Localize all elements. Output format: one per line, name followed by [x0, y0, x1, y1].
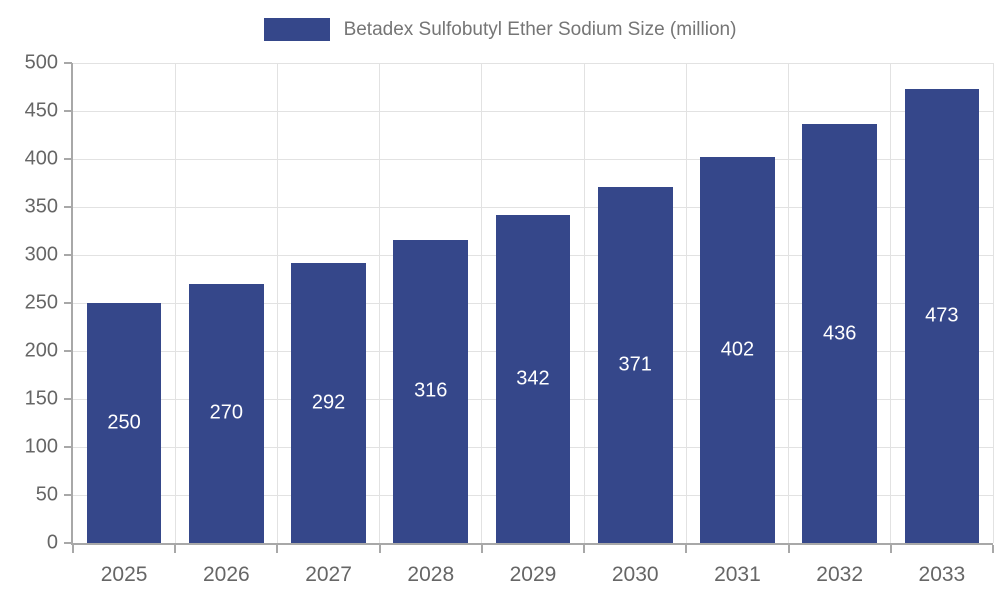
bar-value-label: 292: [311, 391, 346, 414]
x-axis-tick-label: 2025: [100, 563, 148, 586]
y-axis-tick-label: 450: [24, 99, 58, 122]
bar-value-label: 436: [822, 322, 857, 345]
bar-value-label: 473: [925, 304, 959, 327]
x-axis-tick: [889, 545, 892, 553]
x-axis-tick-label: 2027: [305, 563, 352, 586]
legend-label: Betadex Sulfobutyl Ether Sodium Size (mi…: [343, 18, 737, 40]
gridline-vertical: [379, 63, 381, 543]
x-axis-tick-label: 2032: [816, 563, 864, 586]
legend[interactable]: Betadex Sulfobutyl Ether Sodium Size (mi…: [0, 18, 1000, 41]
x-axis-tick: [685, 545, 688, 553]
bar: 250: [86, 303, 162, 543]
gridline-horizontal: [73, 62, 993, 64]
x-axis-tick: [583, 545, 586, 553]
x-axis-tick-label: 2028: [407, 563, 455, 586]
x-axis-tick-label: 2030: [611, 563, 659, 586]
legend-swatch: [263, 18, 330, 41]
bar: 371: [597, 186, 673, 543]
gridline-vertical: [685, 63, 687, 543]
plot-area: 0 50 100 150 200 250 300 350 400 450 500 2025 2026 20…: [25, 52, 994, 586]
gridline-vertical: [276, 63, 278, 543]
bar-value-label: 270: [209, 401, 243, 424]
y-axis-tick-label: 150: [24, 387, 58, 410]
y-axis-tick: [64, 398, 72, 400]
y-axis-line: [71, 63, 73, 545]
y-axis-tick-label: 100: [24, 435, 58, 458]
x-axis-tick-label: 2033: [918, 563, 966, 586]
y-axis-tick-label: 200: [24, 339, 58, 362]
bar: 402: [700, 157, 775, 543]
gridline-horizontal: [73, 110, 993, 112]
bar: 436: [802, 124, 877, 543]
x-axis-line: [71, 543, 993, 545]
y-axis-tick: [64, 206, 72, 208]
bar: 270: [189, 283, 264, 543]
x-axis-tick-label: 2026: [202, 563, 250, 586]
y-axis-tick-label: 350: [24, 195, 58, 218]
y-axis-tick: [64, 62, 72, 64]
y-axis-tick-label: 250: [24, 291, 58, 314]
x-axis-tick-label: 2031: [714, 563, 761, 586]
gridline-vertical: [481, 63, 483, 543]
x-axis-tick: [992, 545, 994, 553]
y-axis-tick: [64, 446, 72, 448]
bar-value-label: 342: [516, 367, 550, 390]
gridline-vertical: [583, 63, 585, 543]
y-axis-tick-label: 300: [24, 243, 58, 266]
bar-value-label: 316: [414, 379, 448, 402]
x-axis-tick: [378, 545, 381, 553]
x-axis-tick: [276, 545, 279, 553]
x-axis-tick: [174, 545, 177, 553]
y-axis-tick-label: 50: [35, 483, 58, 506]
bar-value-label: 371: [618, 353, 652, 376]
gridline-vertical: [174, 63, 176, 543]
bar: 316: [393, 239, 469, 543]
gridline-vertical: [992, 63, 994, 543]
y-axis-tick: [64, 350, 72, 352]
bar-value-label: 250: [107, 411, 141, 434]
y-axis-tick-label: 500: [24, 51, 58, 74]
y-axis-tick: [64, 494, 72, 496]
x-axis-tick: [787, 545, 790, 553]
y-axis-tick: [64, 542, 72, 544]
x-axis-tick-label: 2029: [509, 563, 557, 586]
bar: 342: [495, 214, 571, 543]
gridline-horizontal: [73, 206, 993, 208]
y-axis-tick: [64, 158, 72, 160]
bar: 473: [904, 88, 980, 543]
y-axis-tick: [64, 302, 72, 304]
bar-value-label: 402: [720, 338, 755, 361]
gridline-vertical: [890, 63, 892, 543]
gridline-vertical: [788, 63, 790, 543]
y-axis-tick: [64, 110, 72, 112]
x-axis-tick: [480, 545, 483, 553]
y-axis-tick: [64, 254, 72, 256]
y-axis-tick-label: 0: [46, 531, 58, 554]
y-axis-tick-label: 400: [24, 147, 58, 170]
gridline-horizontal: [73, 158, 993, 160]
bar: 292: [291, 262, 366, 543]
x-axis-tick: [72, 545, 74, 553]
